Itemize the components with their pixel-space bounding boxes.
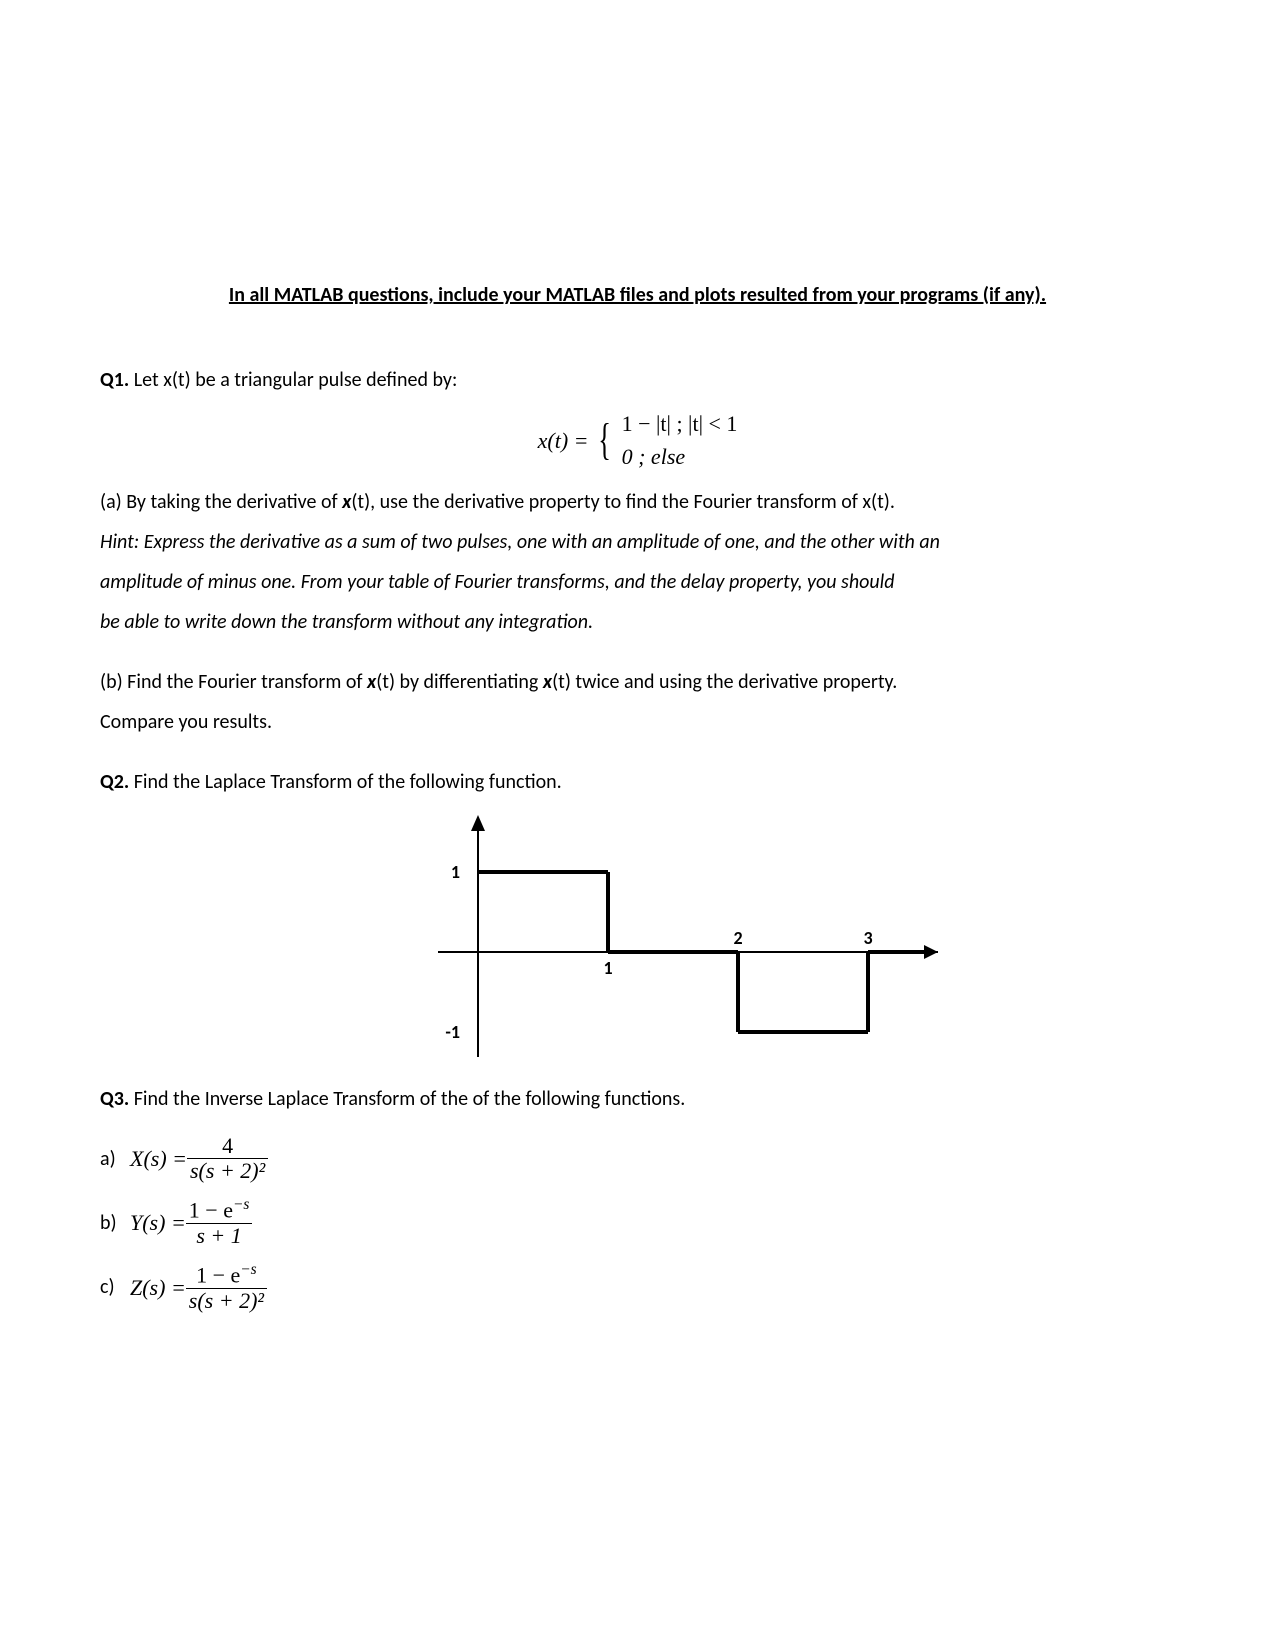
svg-text:-1: -1 [445, 1021, 460, 1043]
fraction: 4 s(s + 2)² [187, 1134, 268, 1183]
q1-eq-line2: 0 ; else [622, 440, 738, 473]
q1-intro: Q1. Let x(t) be a triangular pulse defin… [100, 365, 1175, 395]
q2-intro: Q2. Find the Laplace Transform of the fo… [100, 767, 1175, 797]
q1-hint-line3: be able to write down the transform with… [100, 607, 1175, 637]
q1-hint-line1: Hint: Express the derivative as a sum of… [100, 527, 1175, 557]
svg-text:1: 1 [450, 861, 459, 883]
q2-plot: 1 -1 1 2 3 [100, 807, 1175, 1076]
fraction: 1 − e−s s + 1 [186, 1197, 253, 1248]
document-page: In all MATLAB questions, include your MA… [0, 0, 1275, 1650]
q3-text: Find the Inverse Laplace Transform of th… [129, 1087, 685, 1111]
q3-item-a: a) X(s) = 4 s(s + 2)² [100, 1134, 1175, 1183]
svg-text:3: 3 [863, 927, 872, 949]
q1-part-b-line1: (b) Find the Fourier transform of x(t) b… [100, 667, 1175, 697]
q1-eq-lhs: x(t) = [538, 424, 589, 457]
q1-eq-line1: 1 − |t| ; |t| < 1 [622, 407, 738, 440]
q3-item-c: c) Z(s) = 1 − e−s s(s + 2)² [100, 1262, 1175, 1313]
svg-text:2: 2 [733, 927, 742, 949]
step-signal-plot: 1 -1 1 2 3 [318, 807, 958, 1067]
q2-text: Find the Laplace Transform of the follow… [129, 770, 562, 794]
fraction: 1 − e−s s(s + 2)² [186, 1262, 267, 1313]
svg-text:1: 1 [603, 957, 612, 979]
brace-icon: { [599, 427, 612, 453]
q2-label: Q2. [100, 770, 129, 794]
q1-part-b-line2: Compare you results. [100, 707, 1175, 737]
q1-hint-line2: amplitude of minus one. From your table … [100, 567, 1175, 597]
q1-intro-text: Let x(t) be a triangular pulse defined b… [129, 368, 457, 392]
header-instruction: In all MATLAB questions, include your MA… [100, 280, 1175, 310]
q1-equation: x(t) = { 1 − |t| ; |t| < 1 0 ; else [100, 407, 1175, 473]
q1-part-a: (a) By taking the derivative of x(t), us… [100, 487, 1175, 517]
q1-label: Q1. [100, 368, 129, 392]
q3-intro: Q3. Find the Inverse Laplace Transform o… [100, 1084, 1175, 1114]
q3-label: Q3. [100, 1087, 129, 1111]
q3-item-b: b) Y(s) = 1 − e−s s + 1 [100, 1197, 1175, 1248]
q3-equations: a) X(s) = 4 s(s + 2)² b) Y(s) = 1 − e−s … [100, 1134, 1175, 1313]
